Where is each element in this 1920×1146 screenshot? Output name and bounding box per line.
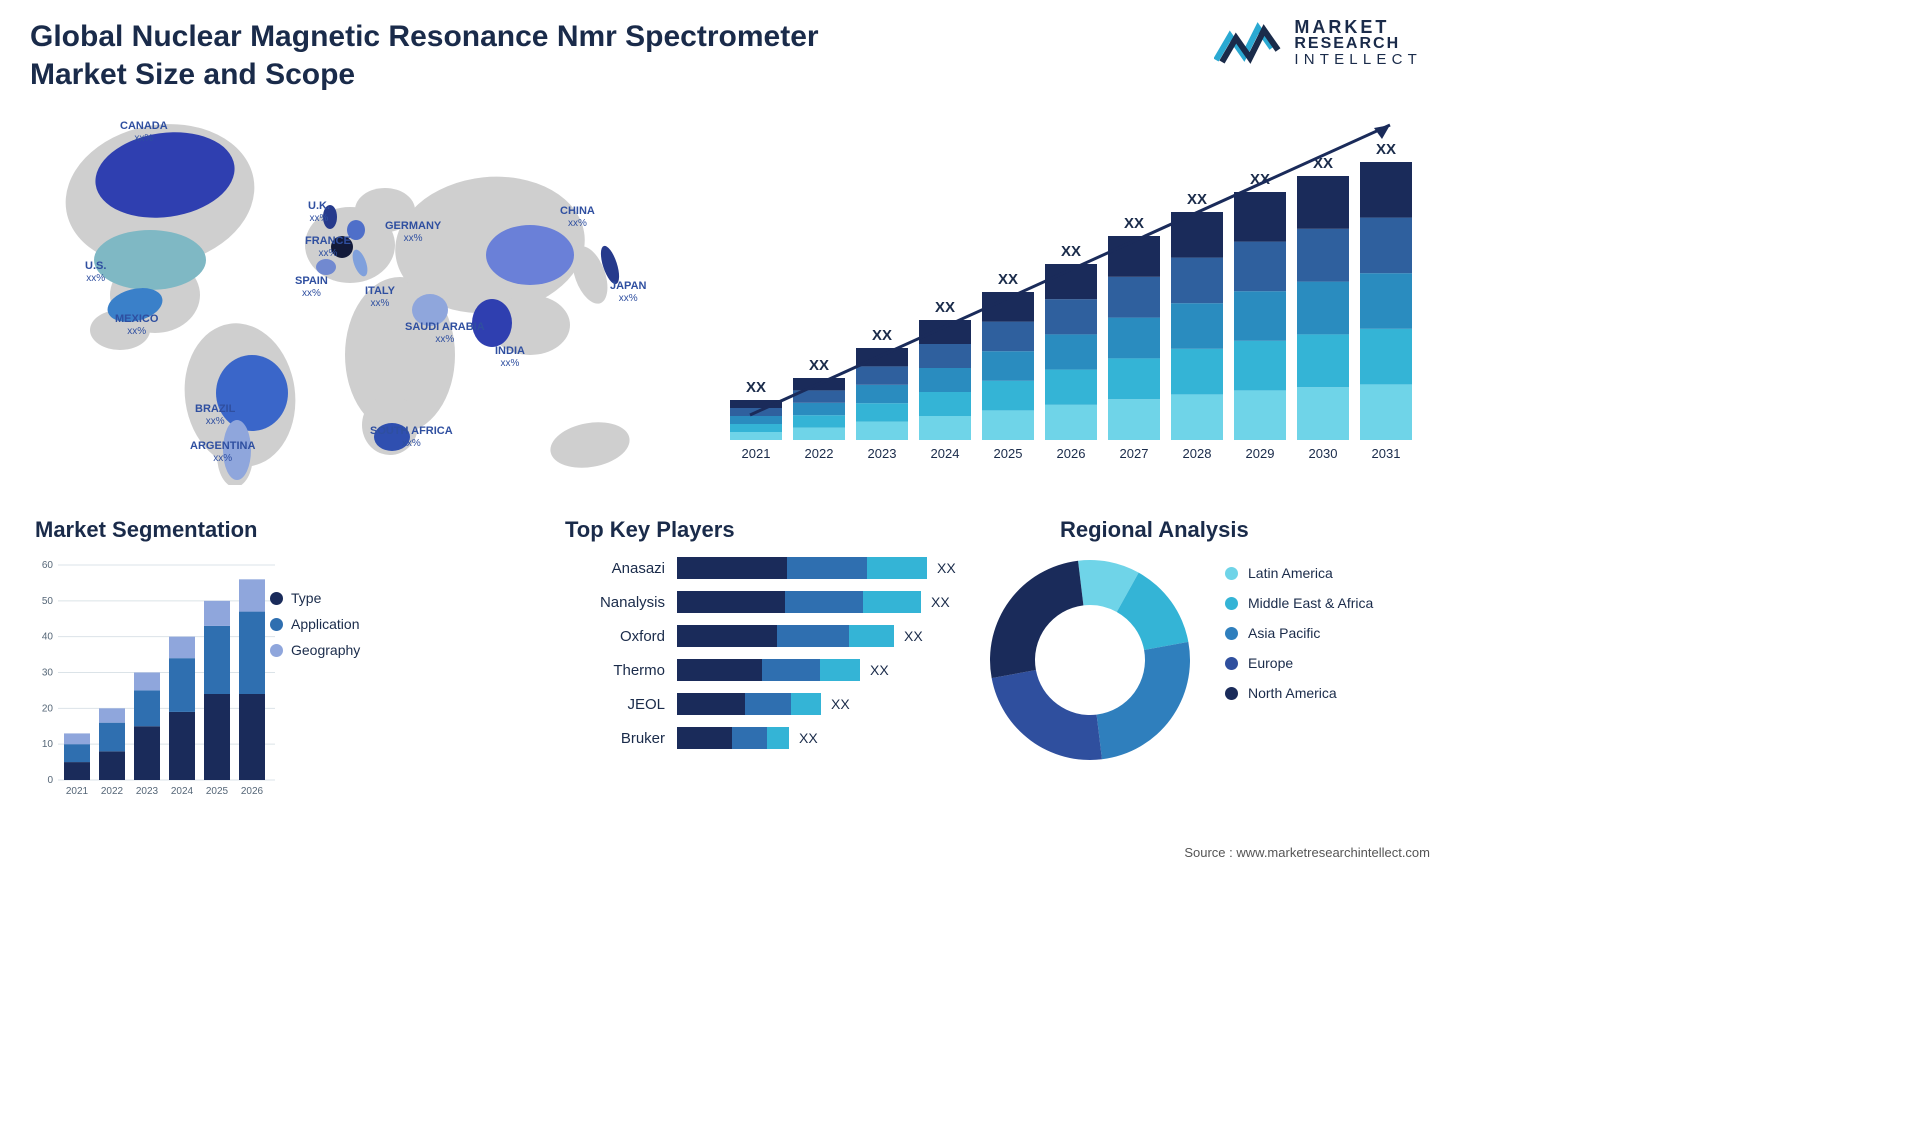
map-label-saudi-arabia: SAUDI ARABIAxx%: [405, 321, 485, 345]
player-name: Thermo: [565, 662, 665, 679]
svg-text:XX: XX: [1376, 141, 1396, 158]
player-row: Nanalysis XX: [565, 589, 965, 615]
svg-text:40: 40: [42, 632, 54, 643]
players-title: Top Key Players: [565, 517, 735, 543]
logo-line3: INTELLECT: [1294, 52, 1422, 67]
world-map: CANADAxx% U.S.xx% MEXICOxx% BRAZILxx% ARGENT…: [30, 105, 670, 485]
logo-line1: MARKET: [1294, 18, 1422, 36]
player-name: JEOL: [565, 696, 665, 713]
map-label-canada: CANADAxx%: [120, 120, 168, 144]
map-label-italy: ITALYxx%: [365, 285, 395, 309]
svg-text:20: 20: [42, 703, 54, 714]
logo-mark-icon: [1214, 22, 1284, 64]
player-name: Nanalysis: [565, 594, 665, 611]
region-legend-item: North America: [1225, 685, 1373, 701]
player-value: XX: [870, 662, 889, 678]
player-value: XX: [931, 594, 950, 610]
svg-text:XX: XX: [1061, 243, 1081, 260]
player-row: JEOL XX: [565, 691, 965, 717]
svg-text:2028: 2028: [1183, 446, 1212, 461]
svg-text:XX: XX: [998, 271, 1018, 288]
map-svg: [30, 105, 670, 485]
player-name: Oxford: [565, 628, 665, 645]
player-value: XX: [831, 696, 850, 712]
svg-text:2022: 2022: [101, 786, 124, 797]
regional-title: Regional Analysis: [1060, 517, 1249, 543]
map-label-india: INDIAxx%: [495, 345, 525, 369]
map-label-brazil: BRAZILxx%: [195, 403, 235, 427]
svg-text:2029: 2029: [1246, 446, 1275, 461]
growth-chart: XX 2021 XX 2022 XX 2023 XX 2024 XX 2025 XX 2026 XX 20…: [720, 110, 1420, 470]
map-label-u.s.: U.S.xx%: [85, 260, 106, 284]
player-value: XX: [799, 730, 818, 746]
source-text: Source : www.marketresearchintellect.com: [1184, 845, 1430, 860]
map-label-spain: SPAINxx%: [295, 275, 328, 299]
svg-text:2026: 2026: [241, 786, 264, 797]
svg-text:XX: XX: [872, 327, 892, 344]
map-label-germany: GERMANYxx%: [385, 220, 441, 244]
player-value: XX: [904, 628, 923, 644]
player-name: Anasazi: [565, 560, 665, 577]
svg-text:XX: XX: [809, 357, 829, 374]
region-legend-item: Middle East & Africa: [1225, 595, 1373, 611]
svg-text:2023: 2023: [868, 446, 897, 461]
svg-text:2022: 2022: [805, 446, 834, 461]
svg-text:2026: 2026: [1057, 446, 1086, 461]
svg-text:XX: XX: [1124, 215, 1144, 232]
svg-text:2021: 2021: [742, 446, 771, 461]
player-name: Bruker: [565, 730, 665, 747]
map-label-argentina: ARGENTINAxx%: [190, 440, 255, 464]
svg-text:2027: 2027: [1120, 446, 1149, 461]
svg-text:2021: 2021: [66, 786, 89, 797]
svg-text:XX: XX: [935, 299, 955, 316]
page-title: Global Nuclear Magnetic Resonance Nmr Sp…: [30, 18, 830, 93]
svg-text:2023: 2023: [136, 786, 159, 797]
seg-legend-item: Type: [270, 590, 360, 606]
svg-text:XX: XX: [746, 379, 766, 396]
segmentation-legend: Type Application Geography: [270, 590, 360, 668]
svg-text:2030: 2030: [1309, 446, 1338, 461]
svg-text:2024: 2024: [931, 446, 960, 461]
player-value: XX: [937, 560, 956, 576]
player-row: Bruker XX: [565, 725, 965, 751]
segmentation-title: Market Segmentation: [35, 517, 258, 543]
map-label-south-africa: SOUTH AFRICAxx%: [370, 425, 453, 449]
map-label-japan: JAPANxx%: [610, 280, 646, 304]
svg-text:XX: XX: [1187, 191, 1207, 208]
seg-legend-item: Application: [270, 616, 360, 632]
svg-text:10: 10: [42, 739, 54, 750]
brand-logo: MARKET RESEARCH INTELLECT: [1214, 18, 1422, 67]
map-label-france: FRANCExx%: [305, 235, 351, 259]
seg-legend-item: Geography: [270, 642, 360, 658]
svg-text:2024: 2024: [171, 786, 194, 797]
players-chart: AnasaziXXNanalysisXXOxfordXXThermoXXJEOL…: [565, 555, 965, 759]
svg-text:2031: 2031: [1372, 446, 1401, 461]
player-row: Oxford XX: [565, 623, 965, 649]
regional-legend: Latin America Middle East & Africa Asia Pa…: [1225, 565, 1373, 715]
svg-text:2025: 2025: [206, 786, 229, 797]
region-legend-item: Latin America: [1225, 565, 1373, 581]
svg-text:60: 60: [42, 560, 54, 571]
player-row: Thermo XX: [565, 657, 965, 683]
map-label-u.k.: U.K.xx%: [308, 200, 330, 224]
regional-donut: [985, 555, 1195, 765]
player-row: Anasazi XX: [565, 555, 965, 581]
region-legend-item: Asia Pacific: [1225, 625, 1373, 641]
svg-text:30: 30: [42, 668, 54, 679]
svg-text:2025: 2025: [994, 446, 1023, 461]
map-label-china: CHINAxx%: [560, 205, 595, 229]
logo-line2: RESEARCH: [1294, 36, 1422, 52]
region-legend-item: Europe: [1225, 655, 1373, 671]
svg-text:50: 50: [42, 596, 54, 607]
svg-text:0: 0: [47, 775, 53, 786]
map-label-mexico: MEXICOxx%: [115, 313, 158, 337]
